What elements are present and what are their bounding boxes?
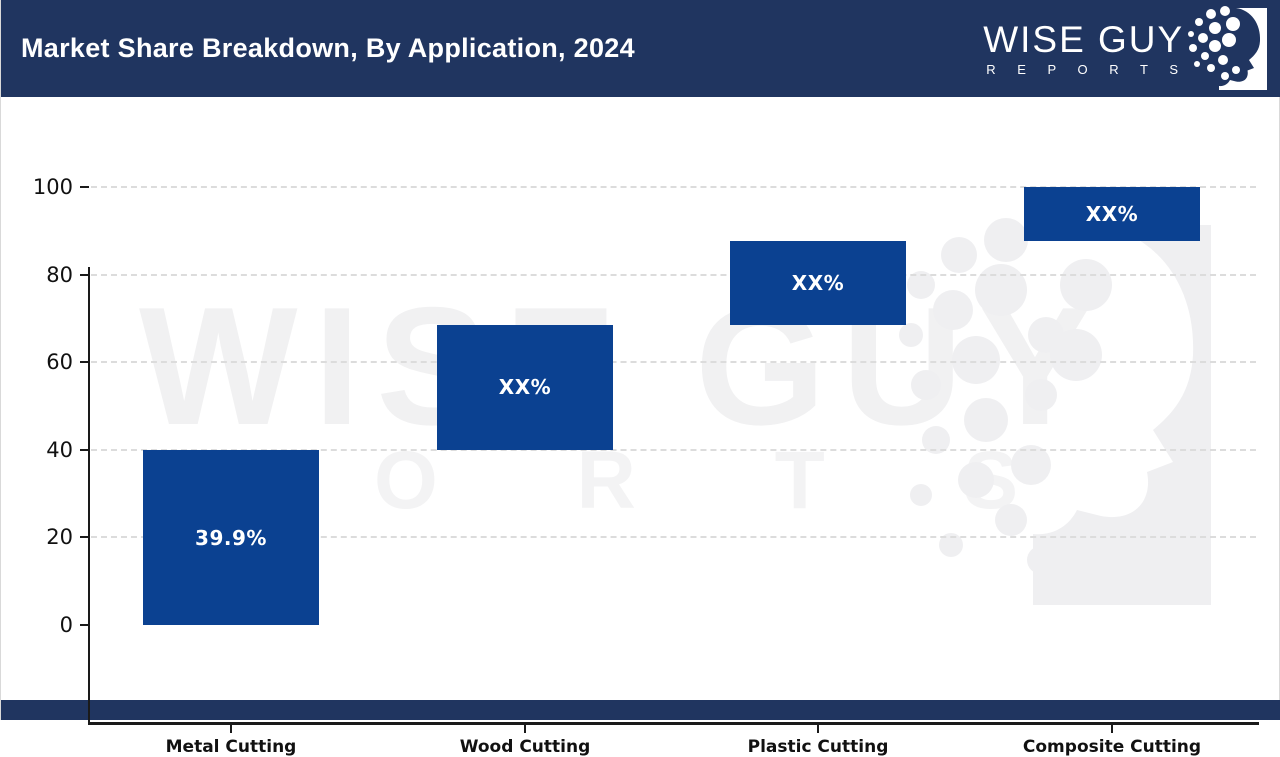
x-axis-category-label: Plastic Cutting bbox=[747, 737, 889, 757]
y-axis-tick-label: 60 bbox=[46, 350, 73, 375]
gridline bbox=[91, 361, 1256, 364]
watermark-text: WISE GUY bbox=[139, 272, 1108, 460]
brand-name: WISE GUY bbox=[983, 18, 1185, 60]
y-axis-tick bbox=[80, 624, 89, 626]
y-axis-tick-label: 80 bbox=[46, 262, 73, 287]
y-axis-tick bbox=[80, 273, 89, 276]
y-axis-tick-label: 100 bbox=[32, 175, 73, 199]
page-title: Market Share Breakdown, By Application, … bbox=[21, 33, 635, 63]
header-bar: Market Share Breakdown, By Application, … bbox=[1, 0, 1280, 97]
bar-value-label: XX% bbox=[498, 375, 552, 400]
waterfall-bar: XX% bbox=[437, 324, 613, 451]
x-axis-category-label: Composite Cutting bbox=[1022, 737, 1202, 757]
watermark-face-icon bbox=[881, 215, 1211, 609]
brand-logo: WISE GUY R E P O R T S bbox=[983, 4, 1280, 94]
gridline bbox=[91, 448, 1256, 451]
y-axis-line bbox=[88, 267, 90, 724]
waterfall-bar: 39.9% bbox=[143, 450, 319, 625]
y-axis-tick-label: 20 bbox=[46, 525, 73, 550]
x-axis-line bbox=[88, 722, 1259, 725]
y-axis-tick bbox=[80, 186, 89, 188]
x-axis-tick bbox=[1111, 725, 1113, 733]
y-axis-tick-label: 40 bbox=[46, 437, 73, 462]
x-axis-tick bbox=[817, 725, 819, 733]
brand-subname: R E P O R T S bbox=[986, 61, 1187, 77]
y-axis-tick bbox=[80, 448, 89, 451]
waterfall-bar: XX% bbox=[730, 241, 906, 325]
bar-value-label: XX% bbox=[1085, 202, 1139, 227]
y-axis-tick bbox=[80, 361, 89, 364]
gridline bbox=[91, 536, 1256, 539]
x-axis-tick bbox=[230, 725, 232, 733]
bar-value-label: XX% bbox=[791, 270, 845, 295]
waterfall-bar: XX% bbox=[1024, 187, 1200, 242]
x-axis-category-label: Wood Cutting bbox=[459, 737, 591, 757]
x-axis-tick bbox=[524, 725, 526, 733]
gridline bbox=[91, 186, 1256, 188]
wiseguy-face-icon bbox=[1181, 4, 1267, 94]
y-axis-tick bbox=[80, 536, 89, 539]
bar-value-label: 39.9% bbox=[195, 525, 267, 550]
x-axis-category-label: Metal Cutting bbox=[165, 737, 297, 757]
footer-bar bbox=[1, 700, 1280, 720]
y-axis-tick-label: 0 bbox=[59, 613, 73, 637]
gridline bbox=[91, 273, 1256, 276]
